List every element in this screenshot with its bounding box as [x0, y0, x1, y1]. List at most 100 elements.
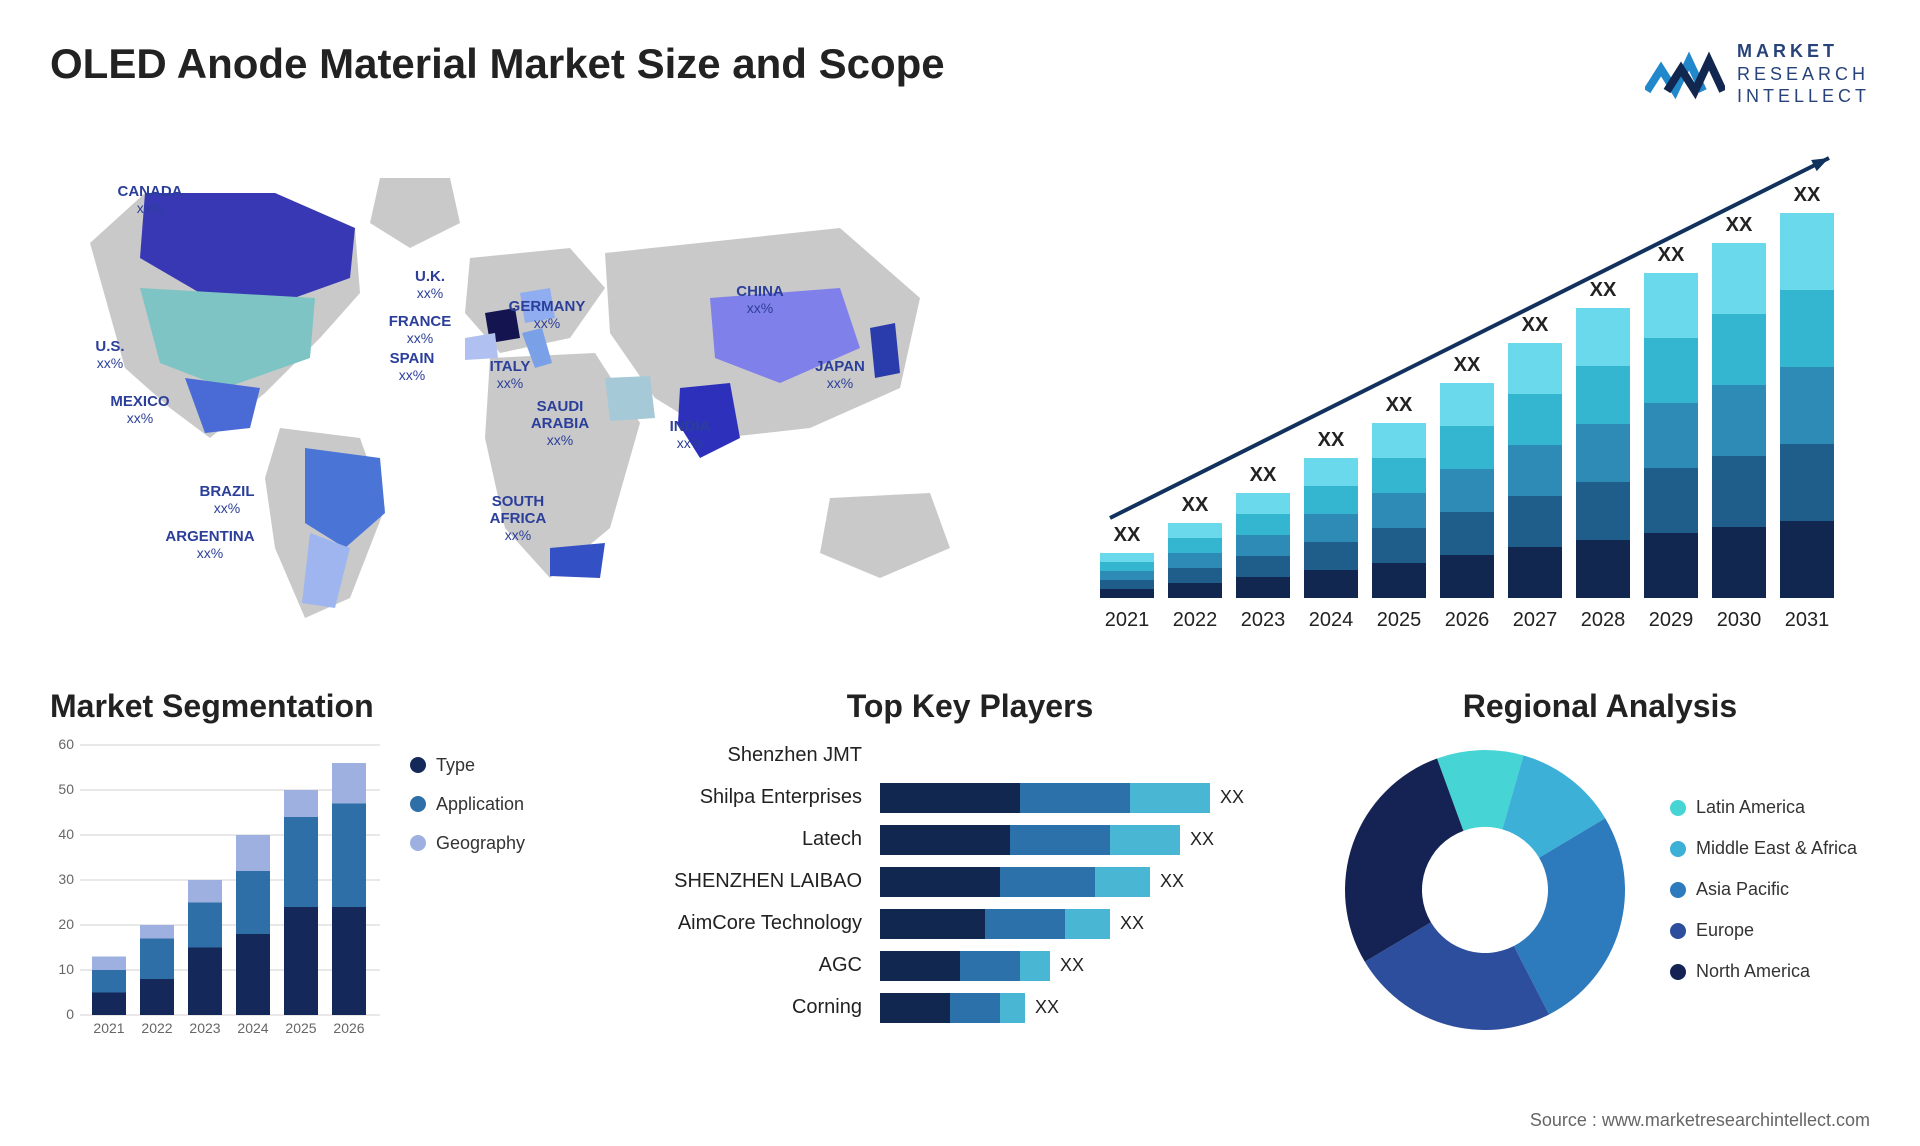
- player-name: AGC: [650, 954, 870, 977]
- regional-legend-item: Middle East & Africa: [1670, 838, 1857, 859]
- segmentation-panel: Market Segmentation 0 10 20 30 40 50 60 2021 202…: [50, 688, 610, 1068]
- map-label-france: FRANCExx%: [389, 313, 452, 348]
- player-row: AGC XX: [650, 945, 1290, 987]
- regional-legend-item: Latin America: [1670, 797, 1857, 818]
- map-label-uk: U.K.xx%: [415, 268, 445, 303]
- player-row: Shilpa Enterprises XX: [650, 777, 1290, 819]
- segmentation-title: Market Segmentation: [50, 688, 610, 725]
- page-title: OLED Anode Material Market Size and Scop…: [50, 40, 945, 88]
- players-panel: Top Key Players Shenzhen JMTShilpa Enter…: [650, 688, 1290, 1068]
- player-row: SHENZHEN LAIBAO XX: [650, 861, 1290, 903]
- segmentation-chart: 0 10 20 30 40 50 60 2021 2022 2023 2024 2025 2026: [50, 735, 390, 1045]
- legend-dot-icon: [410, 835, 426, 851]
- legend-dot-icon: [410, 796, 426, 812]
- player-row: AimCore Technology XX: [650, 903, 1290, 945]
- svg-text:30: 30: [58, 871, 74, 887]
- player-row: Latech XX: [650, 819, 1290, 861]
- legend-dot-icon: [410, 757, 426, 773]
- player-row: Shenzhen JMT: [650, 735, 1290, 777]
- player-value: XX: [1190, 829, 1214, 850]
- player-row: Corning XX: [650, 987, 1290, 1029]
- svg-text:2030: 2030: [1717, 609, 1762, 631]
- player-value: XX: [1035, 997, 1059, 1018]
- svg-text:2027: 2027: [1513, 609, 1558, 631]
- player-bar: [880, 951, 1050, 981]
- svg-text:2031: 2031: [1785, 609, 1830, 631]
- seg-legend-item: Geography: [410, 833, 525, 854]
- map-label-india: INDIAxx%: [670, 418, 711, 453]
- svg-text:2029: 2029: [1649, 609, 1694, 631]
- world-map: [50, 128, 1020, 648]
- player-bar: [880, 825, 1180, 855]
- svg-text:XX: XX: [1318, 429, 1345, 451]
- svg-text:2022: 2022: [1173, 609, 1218, 631]
- regional-legend-item: North America: [1670, 961, 1857, 982]
- regional-donut: [1330, 735, 1640, 1045]
- svg-text:60: 60: [58, 736, 74, 752]
- world-map-panel: CANADAxx%U.S.xx%MEXICOxx%BRAZILxx%ARGENT…: [50, 128, 1020, 648]
- svg-text:2022: 2022: [141, 1020, 172, 1036]
- svg-text:XX: XX: [1726, 214, 1753, 236]
- map-label-italy: ITALYxx%: [490, 358, 531, 393]
- svg-text:2025: 2025: [1377, 609, 1422, 631]
- svg-text:2021: 2021: [1105, 609, 1150, 631]
- map-label-us: U.S.xx%: [95, 338, 124, 373]
- map-label-china: CHINAxx%: [736, 283, 784, 318]
- map-label-japan: JAPANxx%: [815, 358, 865, 393]
- svg-text:0: 0: [66, 1006, 74, 1022]
- svg-text:2025: 2025: [285, 1020, 316, 1036]
- logo-text: MARKET RESEARCH INTELLECT: [1737, 40, 1870, 108]
- map-label-spain: SPAINxx%: [390, 350, 435, 385]
- player-bar: [880, 993, 1025, 1023]
- svg-text:XX: XX: [1182, 494, 1209, 516]
- player-value: XX: [1060, 955, 1084, 976]
- svg-text:2021: 2021: [93, 1020, 124, 1036]
- svg-text:XX: XX: [1454, 354, 1481, 376]
- player-name: Shilpa Enterprises: [650, 786, 870, 809]
- growth-chart: XX2021XX2022XX2023XX2024XX2025XX2026XX20…: [1060, 128, 1870, 648]
- player-bar: [880, 783, 1210, 813]
- svg-text:50: 50: [58, 781, 74, 797]
- map-label-canada: CANADAxx%: [118, 183, 183, 218]
- legend-dot-icon: [1670, 882, 1686, 898]
- svg-text:40: 40: [58, 826, 74, 842]
- svg-text:XX: XX: [1114, 524, 1141, 546]
- regional-title: Regional Analysis: [1330, 688, 1870, 725]
- player-value: XX: [1120, 913, 1144, 934]
- map-label-saudi: SAUDIARABIAxx%: [531, 398, 589, 450]
- svg-text:2026: 2026: [1445, 609, 1490, 631]
- svg-text:XX: XX: [1794, 184, 1821, 206]
- svg-text:XX: XX: [1386, 394, 1413, 416]
- regional-legend-item: Asia Pacific: [1670, 879, 1857, 900]
- legend-dot-icon: [1670, 800, 1686, 816]
- legend-dot-icon: [1670, 923, 1686, 939]
- map-label-mexico: MEXICOxx%: [110, 393, 169, 428]
- svg-text:XX: XX: [1250, 464, 1277, 486]
- svg-text:2028: 2028: [1581, 609, 1626, 631]
- players-title: Top Key Players: [650, 688, 1290, 725]
- player-name: AimCore Technology: [650, 912, 870, 935]
- map-label-argentina: ARGENTINAxx%: [165, 528, 254, 563]
- svg-text:XX: XX: [1590, 279, 1617, 301]
- brand-logo: MARKET RESEARCH INTELLECT: [1645, 40, 1870, 108]
- player-bar: [880, 909, 1110, 939]
- svg-text:XX: XX: [1658, 244, 1685, 266]
- svg-text:20: 20: [58, 916, 74, 932]
- growth-chart-panel: XX2021XX2022XX2023XX2024XX2025XX2026XX20…: [1060, 128, 1870, 648]
- svg-text:2024: 2024: [237, 1020, 268, 1036]
- segmentation-legend: TypeApplicationGeography: [410, 735, 525, 1045]
- regional-legend: Latin America Middle East & Africa Asia Pa…: [1670, 797, 1857, 982]
- player-value: XX: [1160, 871, 1184, 892]
- svg-text:10: 10: [58, 961, 74, 977]
- svg-text:2026: 2026: [333, 1020, 364, 1036]
- svg-text:2023: 2023: [189, 1020, 220, 1036]
- player-name: Corning: [650, 996, 870, 1019]
- svg-text:2023: 2023: [1241, 609, 1286, 631]
- seg-legend-item: Application: [410, 794, 525, 815]
- player-value: XX: [1220, 787, 1244, 808]
- logo-mark-icon: [1645, 47, 1725, 101]
- regional-panel: Regional Analysis Latin America Middle Ea…: [1330, 688, 1870, 1068]
- player-name: SHENZHEN LAIBAO: [650, 870, 870, 893]
- svg-text:XX: XX: [1522, 314, 1549, 336]
- player-name: Latech: [650, 828, 870, 851]
